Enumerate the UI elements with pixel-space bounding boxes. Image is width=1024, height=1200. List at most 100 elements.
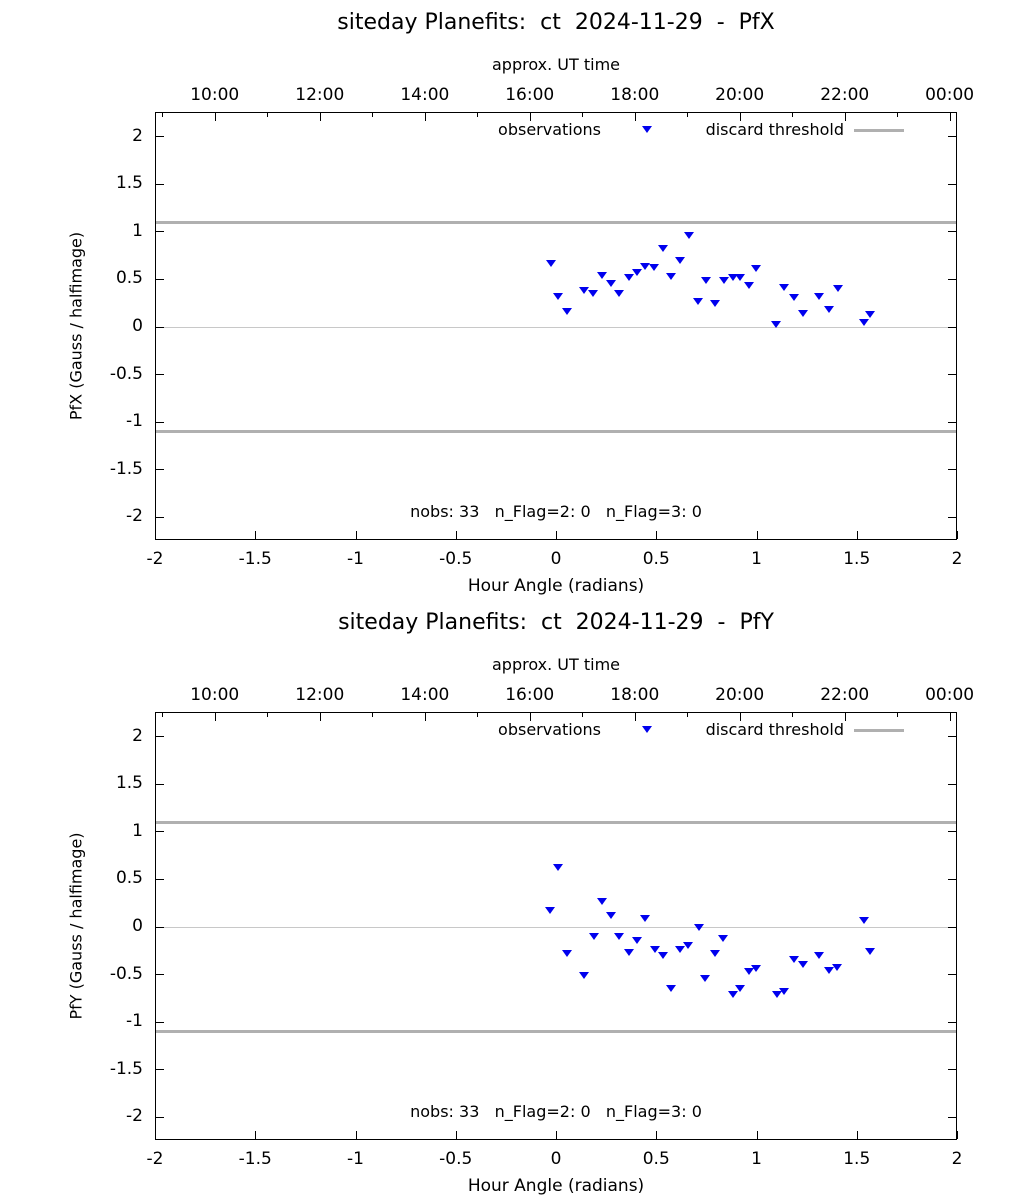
x-tick-label: 1 xyxy=(751,1149,762,1169)
y-tick-mirror xyxy=(948,469,956,471)
y-tick-mirror xyxy=(948,974,956,976)
observation-point xyxy=(579,286,590,294)
ut-tick-label: 16:00 xyxy=(505,685,555,705)
y-tick-label: 0 xyxy=(132,316,143,336)
y-tick-label: -1 xyxy=(126,1011,143,1032)
legend-discard-threshold-label: discard threshold xyxy=(705,120,844,139)
ut-tick-label: 20:00 xyxy=(715,85,765,105)
y-tick-label: -2 xyxy=(126,1106,143,1127)
y-tick-label: 0 xyxy=(132,916,143,936)
observation-point xyxy=(605,911,616,919)
observation-point xyxy=(823,966,834,974)
y-tick xyxy=(156,1069,164,1071)
y-tick-mirror xyxy=(948,516,956,518)
observation-point xyxy=(553,292,564,300)
observation-point xyxy=(770,321,781,329)
observation-point xyxy=(814,951,825,959)
x-tick xyxy=(856,1131,858,1139)
y-tick-label: -0.5 xyxy=(109,363,143,384)
ut-minor-tick xyxy=(372,713,374,717)
plot-area-pfy: observations discard threshold nobs: 33 … xyxy=(155,712,958,1140)
triangle-down-icon xyxy=(642,726,652,733)
ut-tick-label: 22:00 xyxy=(820,685,870,705)
ut-tick-label: 20:00 xyxy=(715,685,765,705)
ut-tick-label: 12:00 xyxy=(295,685,345,705)
y-tick xyxy=(156,326,164,328)
observation-point xyxy=(648,264,659,272)
ut-tick xyxy=(319,113,321,121)
zero-line xyxy=(156,927,956,928)
ut-tick xyxy=(319,713,321,721)
chart-title-pfy: siteday Planefits: ct 2024-11-29 - PfY xyxy=(338,610,774,635)
observation-point xyxy=(865,310,876,318)
ut-tick-label: 18:00 xyxy=(610,85,660,105)
x-tick-label: -1 xyxy=(347,549,364,569)
discard-threshold-line xyxy=(156,1030,956,1034)
x-tick xyxy=(455,531,457,539)
observation-point xyxy=(779,284,790,291)
ut-tick xyxy=(529,713,531,721)
x-tick xyxy=(756,1131,758,1139)
observation-point xyxy=(709,949,720,957)
y-tick-mirror xyxy=(948,421,956,423)
x-tick-label: -2 xyxy=(146,1149,164,1169)
y-tick-mirror xyxy=(948,1116,956,1118)
observation-point xyxy=(751,264,762,272)
ut-minor-tick xyxy=(897,113,899,117)
y-tick-label: 2 xyxy=(132,725,143,746)
x-tick xyxy=(656,1131,658,1139)
ut-minor-tick xyxy=(477,713,479,717)
ut-tick-label: 14:00 xyxy=(400,685,450,705)
observation-point xyxy=(674,257,685,265)
zero-line xyxy=(156,327,956,328)
ut-axis-title: approx. UT time xyxy=(492,55,620,74)
legend-observations-label: observations xyxy=(498,120,601,139)
y-tick-label: -1.5 xyxy=(109,1058,143,1079)
ut-tick xyxy=(739,113,741,121)
y-tick xyxy=(156,516,164,518)
observation-point xyxy=(788,294,799,302)
y-tick xyxy=(156,278,164,280)
observation-point xyxy=(701,277,712,285)
y-tick-label: -1 xyxy=(126,411,143,432)
y-tick-mirror xyxy=(948,1021,956,1023)
observation-point xyxy=(649,945,660,953)
y-tick-label: 1.5 xyxy=(115,773,143,794)
legend-observations-label: observations xyxy=(498,720,601,739)
ut-minor-tick xyxy=(267,713,269,717)
y-tick xyxy=(156,183,164,185)
y-tick xyxy=(156,926,164,928)
ut-tick xyxy=(634,713,636,721)
y-tick-mirror xyxy=(948,878,956,880)
y-tick-label: 1 xyxy=(132,220,143,241)
x-tick-label: -0.5 xyxy=(439,549,473,569)
x-tick xyxy=(155,1131,156,1139)
ut-minor-tick xyxy=(582,713,584,717)
observation-point xyxy=(623,948,634,956)
observation-point xyxy=(771,991,782,999)
ut-tick-label: 16:00 xyxy=(505,85,555,105)
y-tick xyxy=(156,374,164,376)
x-axis-title: Hour Angle (radians) xyxy=(467,576,645,596)
x-tick-label: 1.5 xyxy=(843,549,871,569)
ut-tick xyxy=(739,713,741,721)
observation-point xyxy=(693,923,704,931)
observation-point xyxy=(596,271,607,279)
x-tick xyxy=(255,531,257,539)
ut-tick xyxy=(424,113,426,121)
ut-tick-label: 12:00 xyxy=(295,85,345,105)
observation-point xyxy=(666,984,677,992)
ut-tick xyxy=(844,713,846,721)
x-tick-label: 0.5 xyxy=(642,549,670,569)
x-tick xyxy=(255,1131,257,1139)
observation-point xyxy=(832,284,843,292)
chart-pfy: siteday Planefits: ct 2024-11-29 - PfY a… xyxy=(0,600,1024,1200)
y-tick-mirror xyxy=(948,374,956,376)
observation-point xyxy=(718,277,729,285)
x-tick-label: -0.5 xyxy=(439,1149,473,1169)
discard-threshold-line xyxy=(156,220,956,224)
y-tick xyxy=(156,1021,164,1023)
ut-tick-label: 14:00 xyxy=(400,85,450,105)
chart-pfx: siteday Planefits: ct 2024-11-29 - PfX a… xyxy=(67,10,975,596)
ut-tick-label: 00:00 xyxy=(925,85,975,105)
